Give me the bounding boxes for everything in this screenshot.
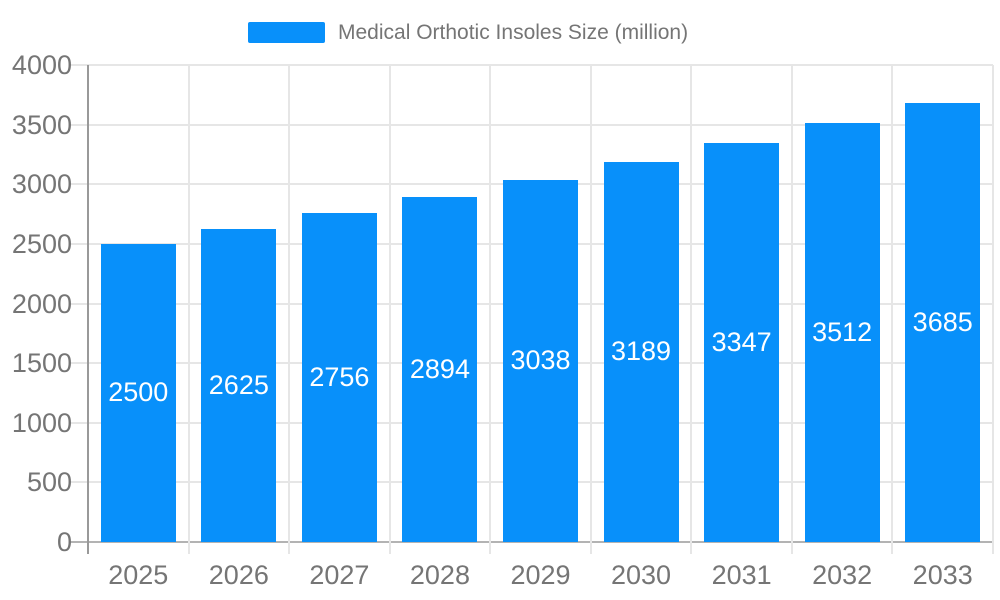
x-tick-label: 2031 bbox=[711, 560, 772, 590]
y-tick-label: 2500 bbox=[11, 228, 72, 259]
x-gridline bbox=[891, 65, 894, 554]
y-gridline bbox=[70, 123, 993, 126]
x-gridline bbox=[690, 65, 693, 554]
bar-value-label: 3512 bbox=[812, 317, 873, 348]
bar-2029[interactable]: 3038 bbox=[503, 179, 578, 542]
y-tick-label: 1500 bbox=[11, 348, 72, 379]
bar-2027[interactable]: 2756 bbox=[301, 213, 377, 542]
bar-value-label: 2500 bbox=[108, 377, 169, 408]
legend-item[interactable]: Medical Orthotic Insoles Size (million) bbox=[248, 20, 688, 45]
bar-value-label: 2625 bbox=[208, 369, 269, 400]
x-gridline bbox=[589, 65, 592, 554]
x-gridline bbox=[489, 65, 492, 554]
y-gridline bbox=[70, 64, 993, 66]
x-axis-line bbox=[70, 541, 993, 543]
legend-swatch bbox=[248, 22, 325, 43]
y-tick-label: 1000 bbox=[11, 407, 72, 438]
y-tick-label: 0 bbox=[56, 527, 72, 557]
bar-2032[interactable]: 3512 bbox=[804, 123, 880, 542]
y-tick-label: 3000 bbox=[11, 169, 72, 200]
x-tick-label: 2025 bbox=[108, 560, 169, 590]
y-tick-label: 4000 bbox=[11, 50, 72, 80]
y-tick-label: 500 bbox=[26, 467, 72, 498]
bar-2025[interactable]: 2500 bbox=[100, 243, 176, 542]
x-gridline bbox=[187, 65, 190, 554]
y-tick-label: 3500 bbox=[11, 109, 72, 140]
x-gridline bbox=[992, 65, 994, 554]
x-gridline bbox=[388, 65, 391, 554]
x-tick-label: 2027 bbox=[309, 560, 370, 590]
x-tick-label: 2032 bbox=[812, 560, 873, 590]
bar-2031[interactable]: 3347 bbox=[704, 142, 780, 542]
bar-2033[interactable]: 3685 bbox=[905, 102, 981, 542]
x-tick-label: 2029 bbox=[510, 560, 571, 590]
bar-value-label: 3038 bbox=[510, 345, 571, 376]
y-tick-label: 2000 bbox=[11, 288, 72, 319]
bar-value-label: 2756 bbox=[309, 362, 370, 393]
bar-2026[interactable]: 2625 bbox=[201, 228, 277, 542]
bar-value-label: 3347 bbox=[711, 326, 772, 357]
x-tick-label: 2033 bbox=[912, 560, 973, 590]
x-tick-label: 2030 bbox=[611, 560, 672, 590]
legend-label: Medical Orthotic Insoles Size (million) bbox=[338, 21, 689, 44]
x-gridline bbox=[288, 65, 291, 554]
bar-2030[interactable]: 3189 bbox=[603, 161, 679, 542]
x-tick-label: 2026 bbox=[208, 560, 269, 590]
bar-value-label: 3189 bbox=[611, 336, 672, 367]
bar-2028[interactable]: 2894 bbox=[402, 196, 478, 542]
bar-value-label: 3685 bbox=[912, 306, 973, 337]
bar-value-label: 2894 bbox=[409, 353, 470, 384]
y-axis-line bbox=[87, 65, 89, 554]
x-gridline bbox=[790, 65, 793, 554]
x-tick-label: 2028 bbox=[409, 560, 470, 590]
